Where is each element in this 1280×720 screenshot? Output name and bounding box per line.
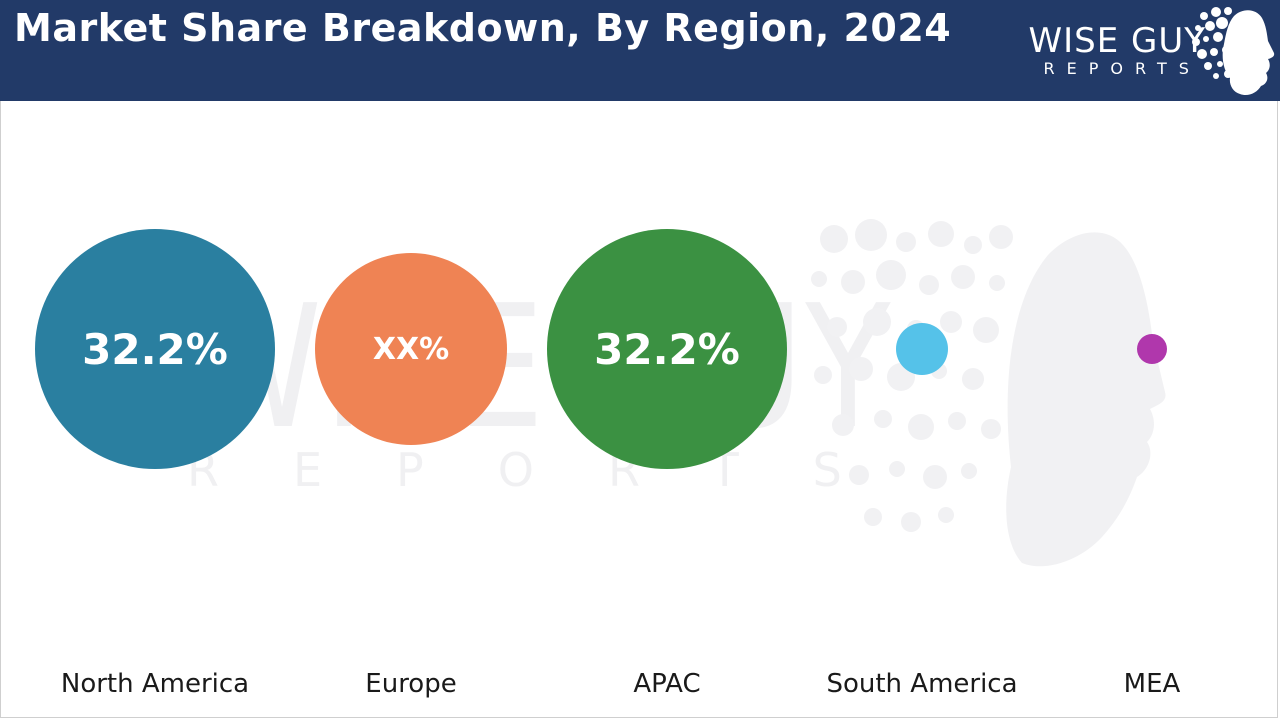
watermark-head-icon bbox=[811, 219, 1166, 567]
wise-guy-logo: WISE GUY REPORTS bbox=[1028, 4, 1278, 98]
bubble-north-america-value: 32.2% bbox=[82, 324, 228, 374]
label-south-america: South America bbox=[826, 669, 1018, 699]
logo-wordmark: WISE GUY bbox=[1028, 20, 1206, 61]
bubble-apac: 32.2% bbox=[547, 229, 787, 469]
header-bar: Market Share Breakdown, By Region, 2024 … bbox=[0, 0, 1280, 101]
bubble-apac-value: 32.2% bbox=[594, 324, 740, 374]
label-europe: Europe bbox=[365, 669, 457, 699]
logo-head-icon bbox=[1192, 7, 1275, 96]
label-north-america: North America bbox=[60, 669, 250, 699]
page-title: Market Share Breakdown, By Region, 2024 bbox=[14, 6, 952, 50]
watermark-subtext: REPORTS bbox=[187, 443, 916, 497]
bubble-south-america bbox=[896, 323, 948, 375]
chart-area: WISE GUY REPORTS 32.2% bbox=[0, 101, 1278, 718]
bubble-europe: XX% bbox=[315, 253, 507, 445]
bubble-north-america: 32.2% bbox=[35, 229, 275, 469]
bubble-europe-value: XX% bbox=[372, 331, 450, 367]
label-mea: MEA bbox=[1123, 669, 1181, 699]
logo-text: WISE GUY REPORTS bbox=[1028, 20, 1206, 79]
label-apac: APAC bbox=[633, 669, 701, 699]
bubble-mea bbox=[1137, 334, 1167, 364]
watermark-wordmark: WISE GUY bbox=[184, 269, 893, 467]
logo-subtext: REPORTS bbox=[1043, 59, 1201, 79]
